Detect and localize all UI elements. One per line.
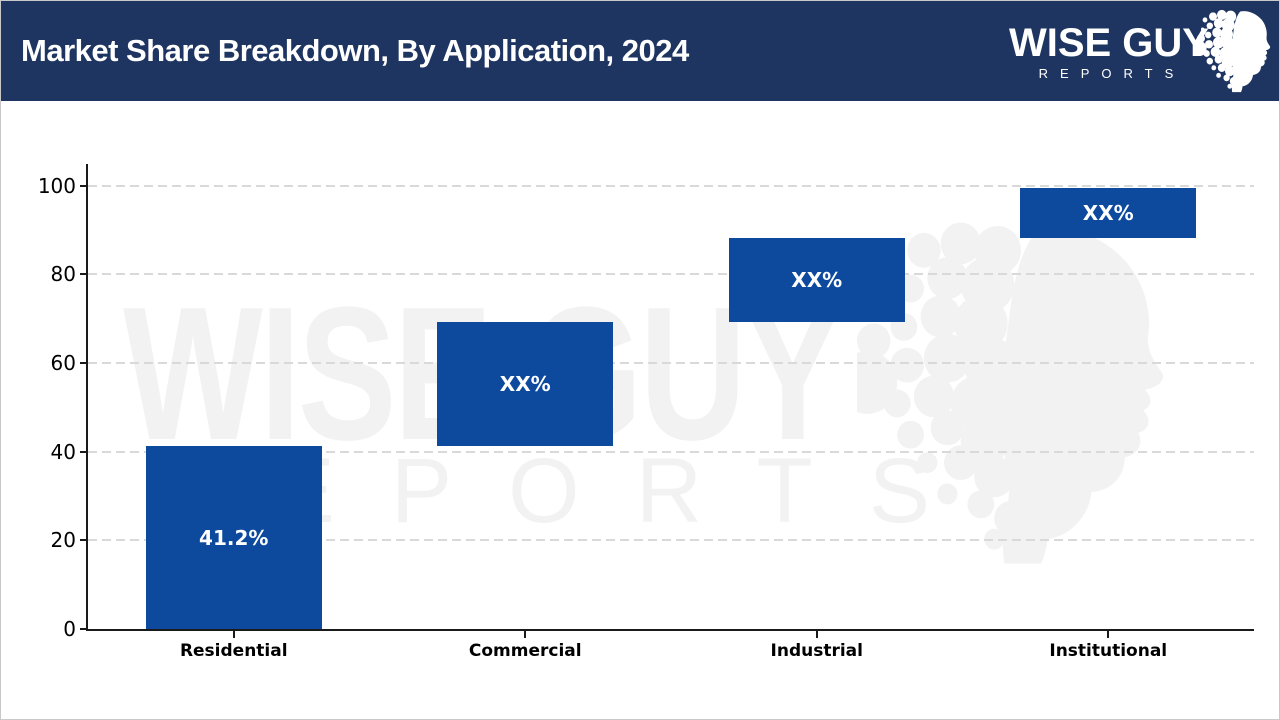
bar-industrial xyxy=(728,237,905,322)
y-tick-label-40: 40 xyxy=(50,439,76,464)
x-axis-line xyxy=(86,629,1254,631)
bar-commercial xyxy=(437,321,614,447)
y-tick-label-60: 60 xyxy=(50,350,76,375)
y-tick-80 xyxy=(80,273,86,276)
x-tick-residential xyxy=(232,631,235,638)
y-tick-20 xyxy=(80,539,86,542)
gridline-100 xyxy=(88,184,1254,187)
header: Market Share Breakdown, By Application, … xyxy=(1,1,1279,101)
y-tick-60 xyxy=(80,361,86,364)
bar-label-residential: 41.2% xyxy=(199,525,269,550)
page-title: Market Share Breakdown, By Application, … xyxy=(21,33,689,68)
gridline-60 xyxy=(88,361,1254,364)
brand-head-icon xyxy=(1197,9,1271,93)
bar-label-institutional: XX% xyxy=(1082,200,1134,225)
gridline-20 xyxy=(88,539,1254,542)
x-category-label-institutional: Institutional xyxy=(1049,641,1168,661)
brand-logo: WISE GUY REPORTS xyxy=(1009,5,1273,97)
gridline-40 xyxy=(88,450,1254,453)
y-tick-100 xyxy=(80,184,86,187)
y-tick-label-80: 80 xyxy=(50,262,76,287)
x-tick-institutional xyxy=(1107,631,1110,638)
gridline-80 xyxy=(88,273,1254,276)
y-tick-0 xyxy=(80,628,86,630)
x-tick-commercial xyxy=(524,631,527,638)
brand-text: WISE GUY REPORTS xyxy=(1009,23,1209,80)
plot-layer: 0 20 40 60 80 100 41.2% Residential XX% Commercia… xyxy=(1,101,1279,719)
y-tick-label-100: 100 xyxy=(37,173,76,198)
bar-institutional xyxy=(1020,187,1197,238)
chart-area: WISE GUY REPORTS 0 20 40 60 80 100 41.2% Reside… xyxy=(1,101,1279,719)
x-category-label-residential: Residential xyxy=(179,641,288,661)
y-tick-label-20: 20 xyxy=(50,528,76,553)
bar-residential xyxy=(145,446,322,629)
x-tick-industrial xyxy=(815,631,818,638)
brand-name: WISE GUY xyxy=(1008,20,1209,65)
x-category-label-industrial: Industrial xyxy=(770,641,863,661)
y-tick-label-0: 0 xyxy=(63,617,76,641)
x-category-label-commercial: Commercial xyxy=(468,641,582,661)
bar-label-industrial: XX% xyxy=(791,267,843,292)
y-tick-40 xyxy=(80,450,86,453)
y-axis-line xyxy=(86,164,88,631)
bar-label-commercial: XX% xyxy=(499,371,551,396)
brand-subtitle: REPORTS xyxy=(1038,65,1186,81)
